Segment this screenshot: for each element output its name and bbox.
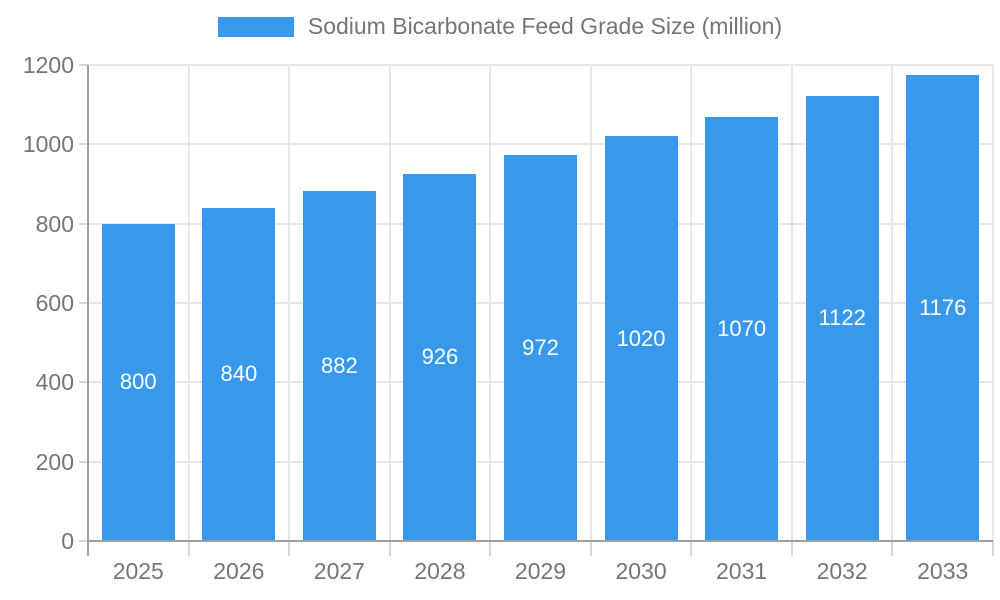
bar-2032[interactable]: 1122 [805,95,879,541]
y-axis-label: 400 [35,369,74,396]
x-axis-label: 2027 [313,558,365,584]
gridline-horizontal [88,64,993,66]
x-axis-label: 2026 [213,558,265,584]
bar-value-label: 926 [421,344,459,370]
y-axis-label: 600 [35,290,74,316]
x-axis-line [87,540,993,542]
gridline-vertical [992,65,994,541]
legend[interactable]: Sodium Bicarbonate Feed Grade Size (mill… [0,13,1000,40]
y-axis-tick [79,540,88,542]
y-axis-label: 0 [61,528,74,554]
bar-2027[interactable]: 882 [302,191,376,541]
y-axis-tick [79,302,88,304]
bar-2030[interactable]: 1020 [604,136,678,541]
bar-2029[interactable]: 972 [504,155,577,541]
gridline-vertical [288,65,291,541]
bar-2028[interactable]: 926 [403,173,477,541]
bar-value-label: 1122 [818,305,866,331]
y-axis-tick [79,143,88,146]
bar-2033[interactable]: 1176 [906,74,980,541]
bar-value-label: 972 [522,335,559,361]
x-axis-label: 2030 [615,558,667,584]
y-axis-line [87,65,89,556]
gridline-vertical [489,65,492,541]
x-axis-label: 2029 [514,558,567,584]
y-axis-label: 800 [35,210,74,237]
legend-label: Sodium Bicarbonate Feed Grade Size (mill… [307,13,783,39]
gridline-vertical [790,65,793,541]
x-axis-tick [690,541,693,556]
gridline-vertical [891,65,894,541]
y-axis-label: 200 [35,448,74,475]
x-axis-label: 2033 [917,558,969,584]
y-axis-tick [79,222,88,225]
x-axis-tick [388,541,391,556]
bar-value-label: 1020 [616,325,666,351]
x-axis-label: 2028 [414,558,466,584]
gridline-vertical [589,65,592,541]
y-axis-tick [79,381,88,384]
bar-value-label: 840 [220,361,258,387]
x-axis-tick [790,541,793,556]
x-axis-tick [891,541,894,556]
x-axis-tick [489,541,492,556]
bar-2031[interactable]: 1070 [705,116,779,541]
bar-value-label: 800 [119,369,157,395]
y-axis-tick [79,64,88,66]
x-axis-label: 2032 [816,558,868,584]
gridline-horizontal [88,143,993,146]
x-axis-tick [992,541,994,556]
bar-2026[interactable]: 840 [202,207,276,541]
y-axis-tick [79,460,88,463]
gridline-vertical [388,65,391,541]
x-axis-label: 2025 [112,558,164,584]
gridline-vertical [187,65,190,541]
x-axis-tick [589,541,592,556]
legend-swatch [217,16,294,37]
y-axis-label: 1200 [22,52,74,78]
y-axis-label: 1000 [22,131,74,158]
bar-value-label: 1070 [717,315,767,341]
bar-value-label: 882 [321,353,358,379]
x-axis-tick [288,541,291,556]
bar-2025[interactable]: 800 [101,223,175,541]
x-axis-label: 2031 [716,558,768,584]
gridline-vertical [690,65,693,541]
x-axis-tick [187,541,190,556]
bar-value-label: 1176 [919,294,967,320]
